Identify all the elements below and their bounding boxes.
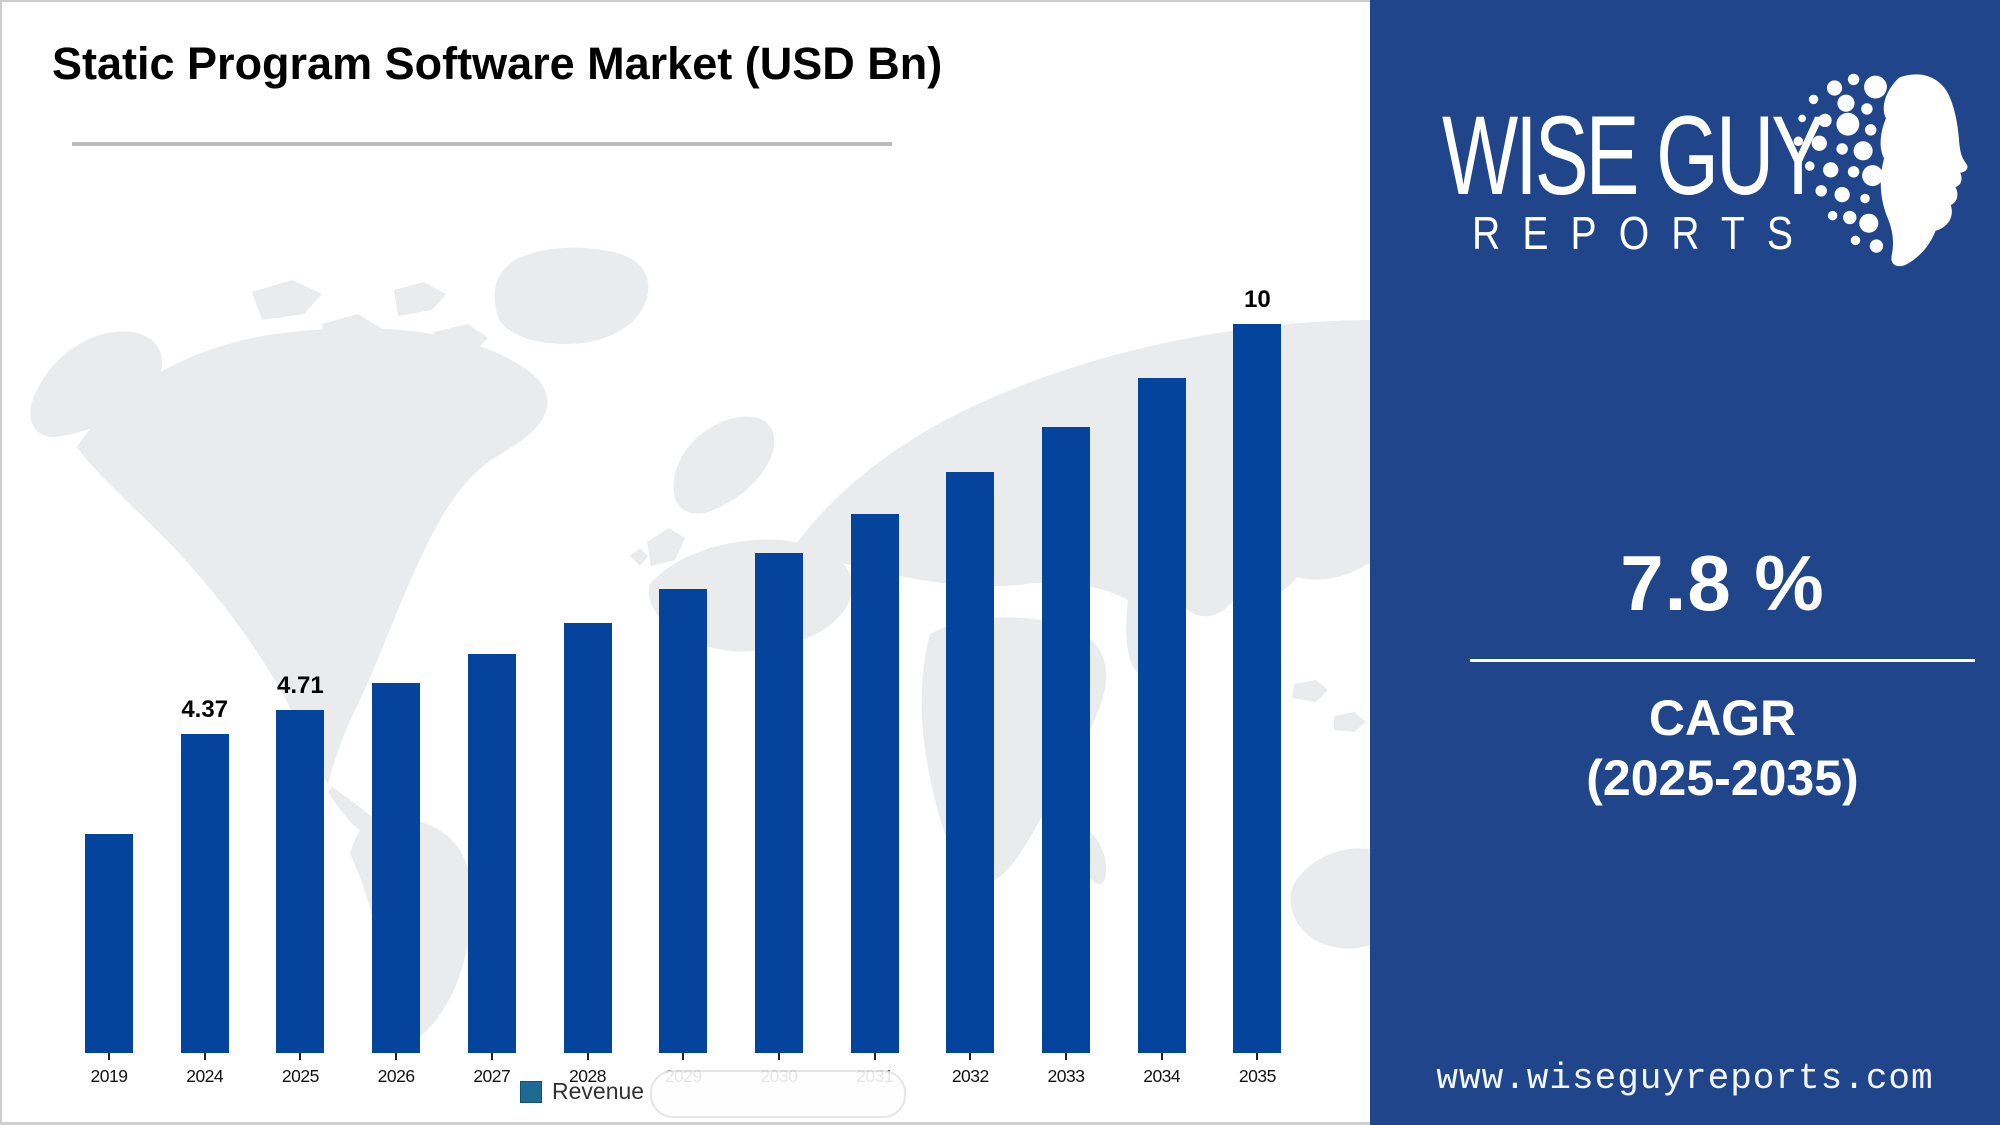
x-axis-tick-2024 (203, 1053, 206, 1060)
x-axis-label-2035: 2035 (1238, 1066, 1276, 1086)
x-axis-label-2032: 2032 (951, 1066, 989, 1086)
x-axis-label-2028: 2028 (569, 1066, 606, 1086)
x-axis-tick-2019 (108, 1053, 110, 1060)
bar-2028 (563, 622, 612, 1053)
legend-swatch-revenue (520, 1080, 542, 1103)
website-url: www.wiseguyreports.com (1436, 1058, 1934, 1099)
x-axis-tick-2033 (1065, 1053, 1067, 1060)
decorative-rounded-outline (650, 1070, 906, 1118)
cagr-label: CAGR (1648, 690, 1797, 746)
value-label-2035: 10 (1244, 286, 1271, 313)
bar-2019 (85, 834, 133, 1053)
x-axis-label-2033: 2033 (1047, 1066, 1085, 1086)
logo-subtitle: REPORTS (1472, 207, 1816, 259)
x-axis-label-2027: 2027 (473, 1066, 511, 1086)
x-axis-tick-2029 (682, 1053, 685, 1060)
brand-sidebar: WISE GUY REPORTS (1370, 0, 2000, 1125)
x-axis-label-2019: 2019 (90, 1066, 128, 1086)
title-underline (72, 142, 892, 146)
bar-2030 (754, 552, 803, 1053)
x-axis-tick-2028 (586, 1053, 589, 1060)
cagr-block: 7.8 % CAGR (2025-2035) (1470, 538, 1975, 808)
bar-2034 (1137, 377, 1186, 1053)
x-axis-label-2025: 2025 (281, 1066, 319, 1086)
chart-legend: Revenue (520, 1078, 644, 1105)
bar-2025 (276, 709, 325, 1053)
x-axis-label-2034: 2034 (1143, 1066, 1181, 1086)
x-axis-tick-2032 (969, 1053, 972, 1060)
bar-2031 (850, 514, 899, 1053)
x-axis-tick-2031 (873, 1053, 876, 1060)
bar-2026 (372, 682, 421, 1053)
cagr-value: 7.8 % (1620, 539, 1825, 627)
x-axis-tick-2026 (395, 1053, 398, 1060)
bar-2032 (946, 472, 995, 1053)
dotted-face-profile-icon (1793, 73, 1968, 267)
page-title: Static Program Software Market (USD Bn) (52, 38, 943, 89)
logo-wordmark: WISE GUY (1442, 93, 1825, 218)
x-axis-tick-2027 (490, 1053, 493, 1060)
bar-2029 (659, 589, 708, 1053)
cagr-range: (2025-2035) (1586, 750, 1859, 806)
bar-2035 (1233, 324, 1282, 1053)
bar-2033 (1042, 426, 1090, 1053)
x-axis-tick-2025 (299, 1053, 302, 1060)
x-axis-tick-2034 (1160, 1053, 1163, 1060)
x-axis-label-2026: 2026 (377, 1066, 415, 1086)
cagr-divider (1470, 659, 1975, 662)
bar-2024 (180, 734, 229, 1053)
bar-2027 (467, 654, 516, 1053)
x-axis-tick-2030 (777, 1053, 780, 1060)
value-label-2025: 4.71 (277, 671, 324, 699)
x-axis-label-2024: 2024 (186, 1066, 224, 1086)
x-axis-tick-2035 (1256, 1053, 1259, 1060)
chart-panel: Static Program Software Market (USD Bn) (0, 0, 1372, 1125)
value-label-2024: 4.37 (181, 696, 229, 724)
legend-label-revenue: Revenue (552, 1078, 645, 1104)
